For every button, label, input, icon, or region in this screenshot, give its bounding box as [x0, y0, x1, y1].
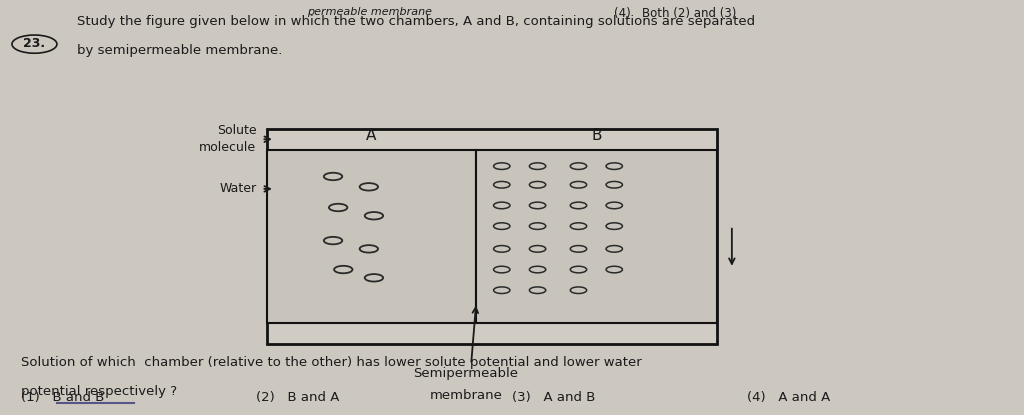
Text: (1)   B and B: (1) B and B	[22, 391, 104, 404]
Bar	[476, 149, 717, 323]
Text: membrane: membrane	[429, 390, 503, 403]
Text: 23.: 23.	[24, 37, 45, 50]
Text: potential respectively ?: potential respectively ?	[22, 386, 177, 398]
Text: Semipermeable: Semipermeable	[414, 367, 518, 380]
Text: Study the figure given below in which the two chambers, A and B, containing solu: Study the figure given below in which th…	[78, 15, 756, 28]
Bar	[266, 149, 476, 323]
Text: Water: Water	[219, 182, 256, 195]
Text: (4)   A and A: (4) A and A	[748, 391, 830, 404]
Text: Solution of which  chamber (relative to the other) has lower solute potential an: Solution of which chamber (relative to t…	[22, 356, 642, 369]
Text: by semipermeable membrane.: by semipermeable membrane.	[78, 44, 283, 57]
Text: (2)   B and A: (2) B and A	[256, 391, 340, 404]
Bar	[266, 129, 717, 344]
Text: Solute: Solute	[217, 124, 256, 137]
Text: permeable membrane: permeable membrane	[307, 7, 432, 17]
Text: (3)   A and B: (3) A and B	[512, 391, 595, 404]
Text: A: A	[367, 128, 377, 144]
Text: molecule: molecule	[200, 141, 256, 154]
Text: B: B	[591, 128, 602, 144]
Text: (4)   Both (2) and (3): (4) Both (2) and (3)	[614, 7, 736, 20]
